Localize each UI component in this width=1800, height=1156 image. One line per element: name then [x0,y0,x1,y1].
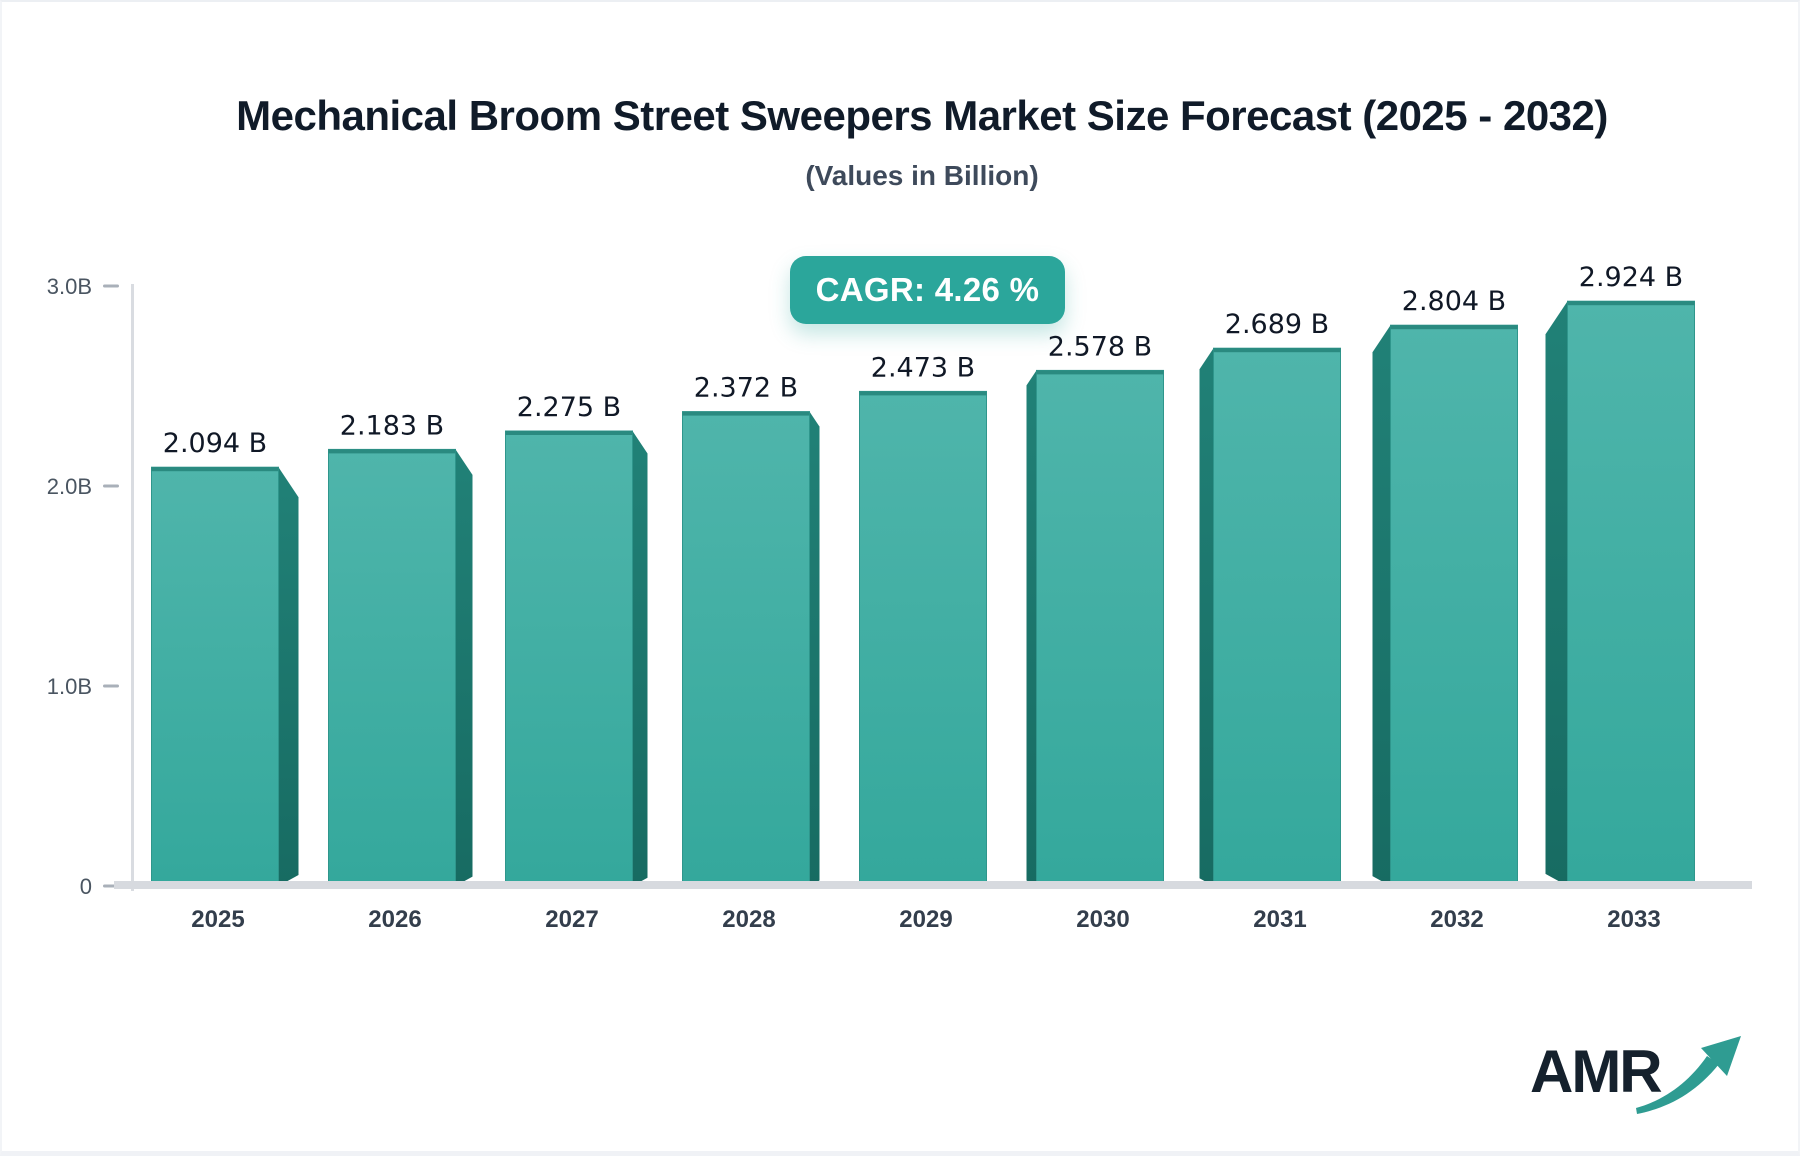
x-tick-label: 2029 [899,906,952,933]
bar-side-3d [1545,301,1568,886]
bar-top-edge [1213,348,1341,353]
bar-face [859,390,987,887]
cagr-badge: CAGR: 4.26 % [790,256,1065,324]
bar-top-edge [682,411,810,416]
bar-side-3d [455,449,473,886]
bar-value-label: 2.183 B [340,410,444,441]
y-axis-line [131,284,134,891]
bar-side-3d [632,431,648,886]
y-tick-dash [103,484,119,488]
bar-value-label: 2.372 B [694,373,798,404]
bar-face [151,466,279,887]
amr-logo-text: AMR [1530,1038,1663,1105]
bar-face [1390,324,1518,887]
cagr-badge-label: CAGR: 4.26 % [815,271,1040,308]
bar-side-3d [1026,370,1037,886]
x-tick-label: 2025 [191,906,244,933]
bar-face [505,430,633,887]
bar-top-edge [1390,325,1518,330]
growth-arrow-head [1701,1036,1741,1076]
bar-value-label: 2.689 B [1225,309,1329,340]
bar-value-label: 2.804 B [1402,286,1506,317]
bar-value-label: 2.578 B [1048,331,1152,362]
bar-value-label: 2.275 B [517,392,621,423]
bar-face [682,411,810,887]
bar-face [1036,369,1164,887]
growth-arrow-icon [1636,1036,1741,1114]
bar-side-3d [809,411,820,886]
amr-logo: AMR [1530,1032,1750,1122]
x-axis-line [114,881,1752,889]
x-tick-label: 2026 [368,906,421,933]
bar-top-edge [1567,301,1695,306]
bar-top-edge [1036,370,1164,375]
y-tick-dash [103,684,119,688]
y-tick-label: 0 [80,874,92,899]
bar-value-label: 2.473 B [871,352,975,383]
bar-side-3d [278,467,299,886]
bar-side-3d [1199,348,1214,886]
y-tick-label: 1.0B [47,674,92,699]
bar-value-label: 2.924 B [1579,262,1683,293]
x-tick-label: 2028 [722,906,775,933]
chart-title: Mechanical Broom Street Sweepers Market … [236,92,1608,139]
y-tick-label: 3.0B [47,274,92,299]
bar-face [328,448,456,887]
x-tick-label: 2033 [1607,906,1660,933]
x-tick-label: 2027 [545,906,598,933]
x-tick-label: 2030 [1076,906,1129,933]
x-tick-label: 2032 [1430,906,1483,933]
bar-face [1567,300,1695,887]
chart-subtitle: (Values in Billion) [805,160,1039,191]
bar-top-edge [328,449,456,454]
y-tick-label: 2.0B [47,474,92,499]
bar-side-3d [1372,325,1391,886]
bar-top-edge [505,431,633,435]
growth-arrow-swoosh [1636,1056,1719,1114]
bar-top-edge [151,467,279,472]
y-tick-dash [103,284,119,288]
x-tick-label: 2031 [1253,906,1306,933]
bar-top-edge [859,391,987,396]
bar-value-label: 2.094 B [163,428,267,459]
bar-face [1213,347,1341,887]
